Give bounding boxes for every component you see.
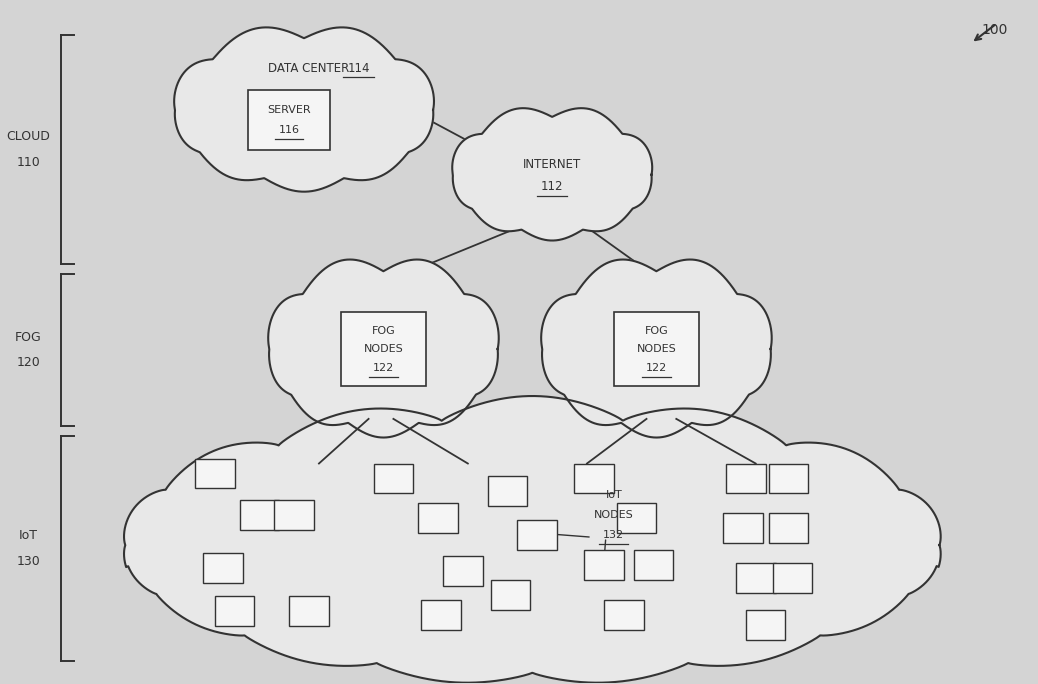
Text: 122: 122 (646, 363, 667, 373)
FancyBboxPatch shape (518, 521, 557, 550)
Text: FOG: FOG (372, 326, 395, 336)
Text: 112: 112 (541, 180, 564, 193)
FancyBboxPatch shape (604, 600, 644, 630)
FancyBboxPatch shape (342, 312, 426, 386)
FancyBboxPatch shape (633, 550, 674, 580)
Text: 122: 122 (373, 363, 394, 373)
Polygon shape (453, 108, 652, 241)
FancyBboxPatch shape (443, 556, 483, 586)
FancyBboxPatch shape (722, 513, 763, 543)
Text: SERVER: SERVER (268, 105, 311, 115)
Text: 100: 100 (981, 23, 1008, 37)
Text: NODES: NODES (363, 344, 404, 354)
FancyBboxPatch shape (274, 501, 313, 530)
FancyBboxPatch shape (290, 596, 329, 626)
FancyBboxPatch shape (215, 596, 254, 626)
Text: FOG: FOG (15, 330, 42, 343)
Text: 120: 120 (17, 356, 40, 369)
Text: IoT: IoT (605, 490, 622, 501)
Text: 110: 110 (17, 156, 40, 169)
Text: CLOUD: CLOUD (6, 131, 50, 144)
FancyBboxPatch shape (374, 464, 413, 493)
Text: NODES: NODES (636, 344, 677, 354)
FancyBboxPatch shape (768, 464, 809, 493)
FancyBboxPatch shape (772, 563, 813, 593)
FancyBboxPatch shape (195, 458, 235, 488)
FancyBboxPatch shape (488, 477, 527, 506)
Text: NODES: NODES (594, 510, 633, 521)
FancyBboxPatch shape (736, 563, 775, 593)
Polygon shape (268, 259, 498, 438)
Text: FOG: FOG (645, 326, 668, 336)
FancyBboxPatch shape (726, 464, 766, 493)
FancyBboxPatch shape (491, 580, 530, 610)
Text: IoT: IoT (19, 529, 37, 542)
Text: 130: 130 (17, 555, 40, 568)
Text: 116: 116 (278, 125, 300, 135)
FancyBboxPatch shape (418, 503, 458, 534)
Text: INTERNET: INTERNET (523, 158, 581, 171)
FancyBboxPatch shape (584, 550, 624, 580)
FancyBboxPatch shape (248, 90, 330, 150)
FancyBboxPatch shape (574, 464, 613, 493)
Text: DATA CENTER: DATA CENTER (269, 62, 350, 75)
FancyBboxPatch shape (614, 312, 699, 386)
Text: 114: 114 (348, 62, 370, 75)
FancyBboxPatch shape (202, 553, 243, 583)
FancyBboxPatch shape (768, 513, 809, 543)
Polygon shape (124, 396, 940, 683)
Text: 132: 132 (603, 530, 624, 540)
FancyBboxPatch shape (240, 501, 279, 530)
FancyBboxPatch shape (421, 600, 461, 630)
Polygon shape (541, 259, 771, 438)
FancyBboxPatch shape (745, 610, 786, 640)
Polygon shape (174, 27, 434, 192)
FancyBboxPatch shape (617, 503, 656, 534)
